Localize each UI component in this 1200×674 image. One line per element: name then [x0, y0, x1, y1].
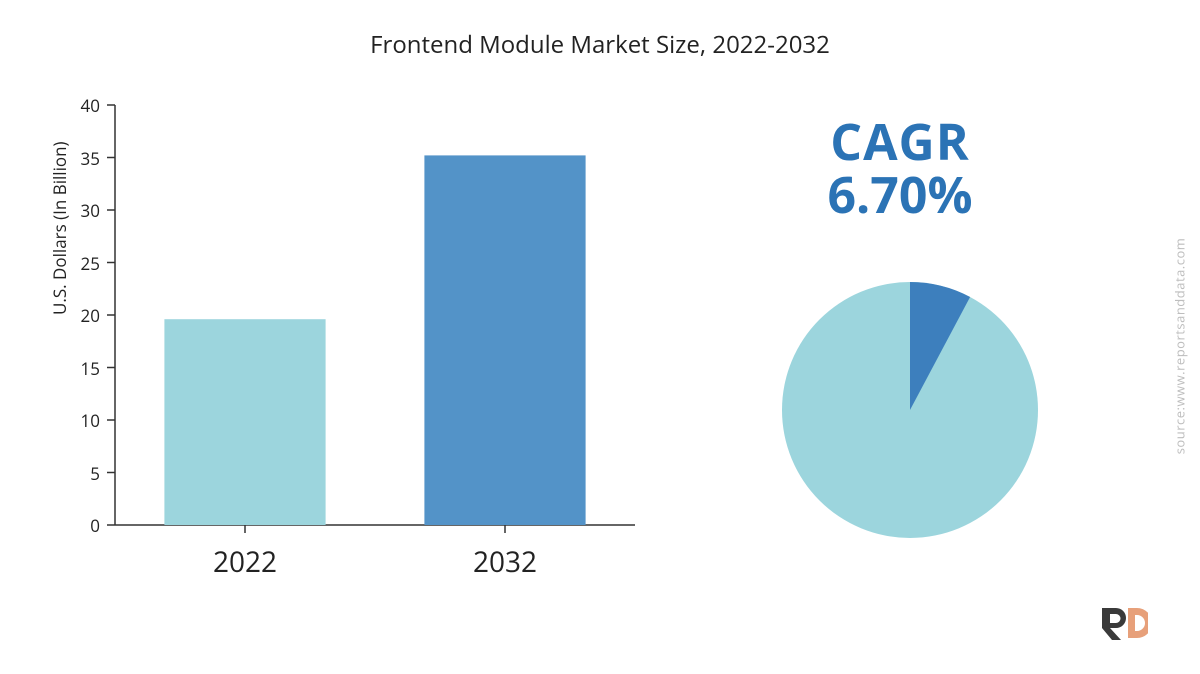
y-tick-label: 5: [70, 462, 100, 485]
pie-chart: [780, 280, 1040, 540]
y-tick-label: 40: [70, 94, 100, 117]
y-tick-label: 10: [70, 409, 100, 432]
cagr-value-text: 6.70%: [750, 168, 1050, 221]
pie-chart-svg: [780, 280, 1040, 540]
bar-chart-svg: [115, 105, 635, 525]
y-tick-label: 15: [70, 357, 100, 380]
cagr-block: CAGR 6.70%: [750, 115, 1050, 220]
chart-title: Frontend Module Market Size, 2022-2032: [0, 28, 1200, 61]
x-tick-label: 2022: [185, 543, 305, 581]
bar-chart: 051015202530354020222032: [115, 105, 635, 525]
x-tick-label: 2032: [445, 543, 565, 581]
y-tick-label: 0: [70, 514, 100, 537]
brand-logo: [1098, 606, 1148, 640]
source-attribution: source:www.reportsanddata.com: [1171, 238, 1189, 455]
logo-d-icon: [1128, 608, 1148, 638]
logo-r-icon: [1102, 608, 1126, 640]
y-tick-label: 30: [70, 199, 100, 222]
y-tick-label: 25: [70, 252, 100, 275]
y-tick-label: 20: [70, 304, 100, 327]
y-tick-label: 35: [70, 147, 100, 170]
y-axis-label: U.S. Dollars (In Billion): [48, 141, 71, 315]
